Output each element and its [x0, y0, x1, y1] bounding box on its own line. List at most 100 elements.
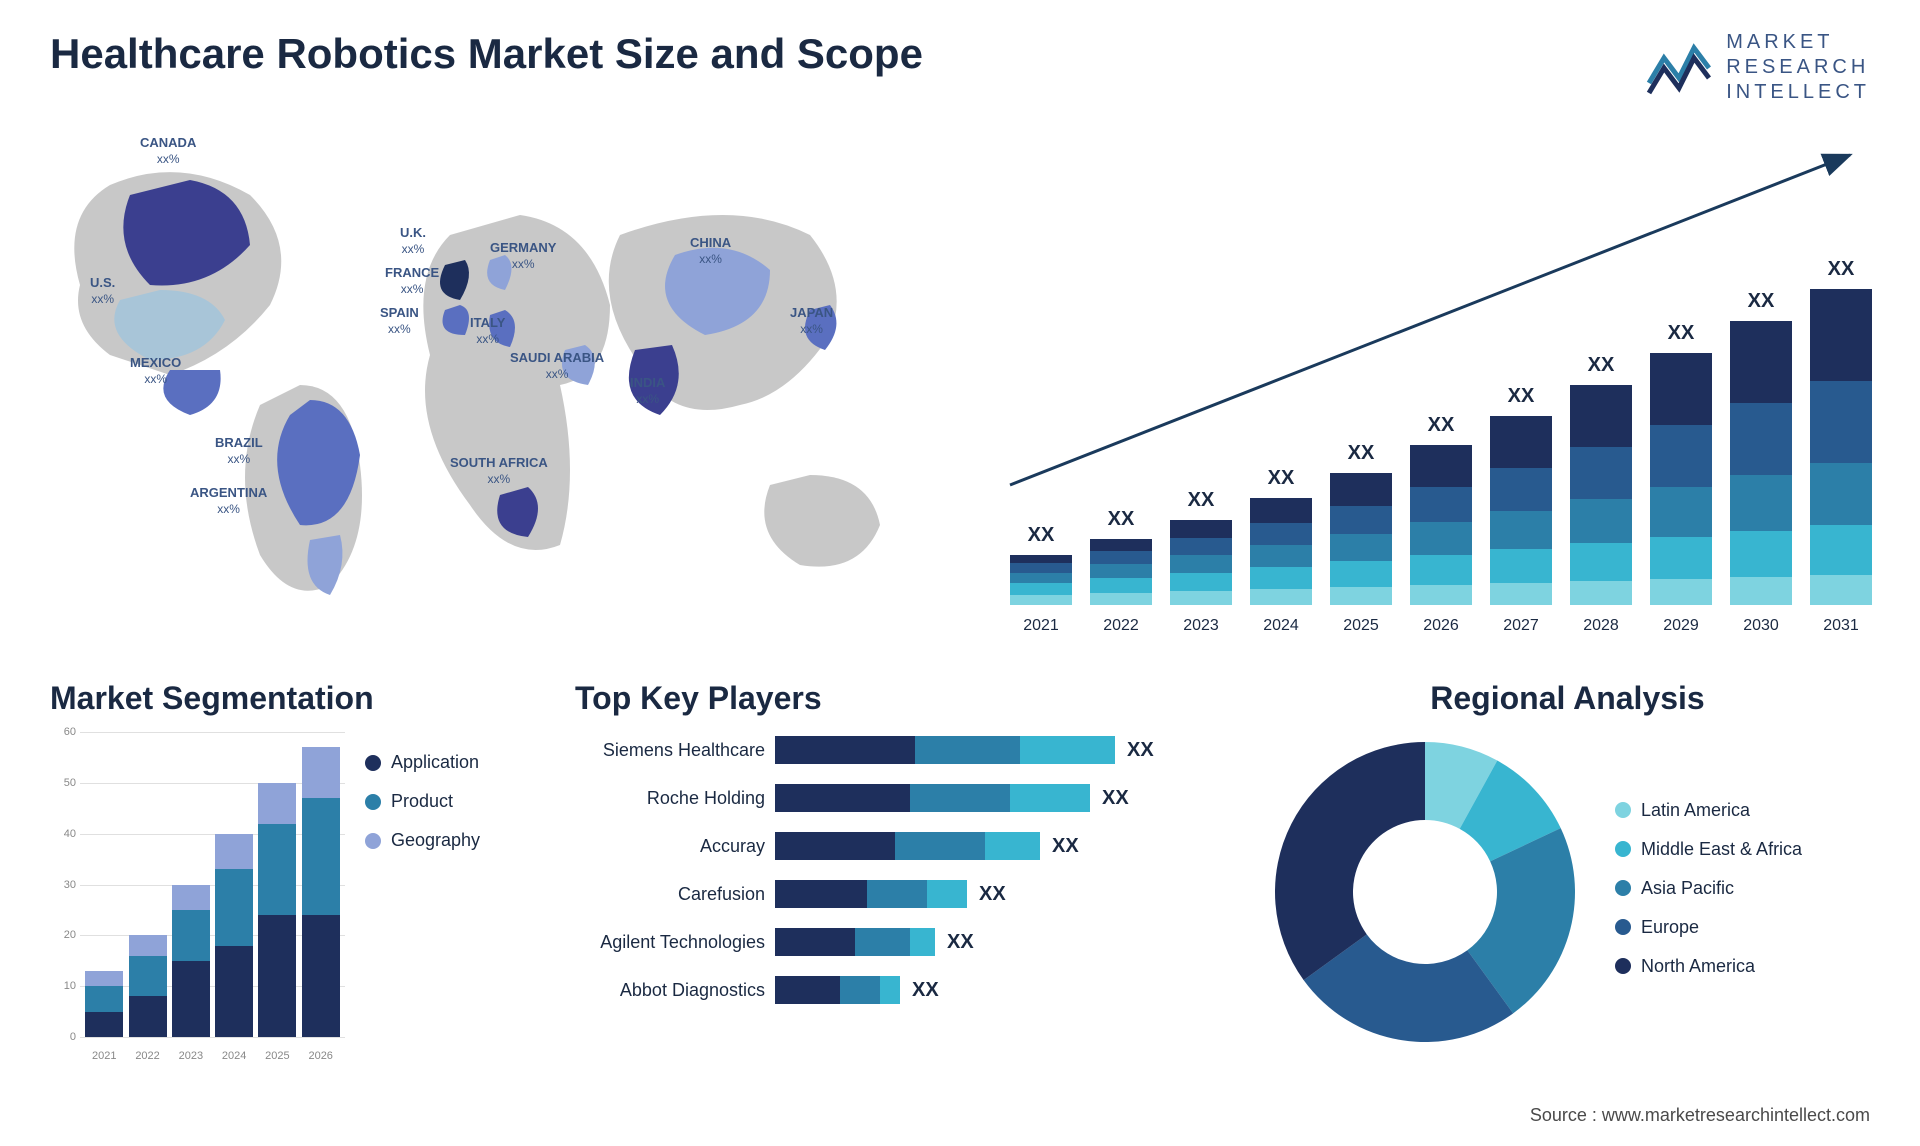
player-bar-segment — [985, 832, 1040, 860]
player-name: Roche Holding — [575, 788, 775, 809]
regional-legend-item: Latin America — [1615, 800, 1802, 821]
player-bar-segment — [867, 880, 927, 908]
player-value: XX — [1102, 787, 1129, 810]
legend-dot-icon — [365, 794, 381, 810]
legend-label: Asia Pacific — [1641, 878, 1734, 899]
logo-line1: MARKET — [1726, 30, 1870, 55]
regional-legend-item: North America — [1615, 956, 1802, 977]
player-bar-segment — [775, 976, 840, 1004]
seg-legend-item: Product — [365, 791, 545, 812]
player-bar — [775, 832, 1040, 860]
map-label-japan: JAPANxx% — [790, 305, 833, 337]
legend-dot-icon — [1615, 958, 1631, 974]
legend-label: Geography — [391, 830, 480, 851]
player-bar-segment — [855, 928, 910, 956]
top-row: CANADAxx% U.S.xx% MEXICOxx% BRAZILxx% ARGENT… — [50, 125, 1870, 645]
segmentation-chart: 0102030405060202120222023202420252026App… — [50, 732, 545, 1062]
seg-xlabel: 2025 — [258, 1050, 296, 1062]
regional-legend-item: Middle East & Africa — [1615, 839, 1802, 860]
player-bar-segment — [910, 928, 935, 956]
player-row: Abbot DiagnosticsXX — [575, 972, 1235, 1008]
player-name: Siemens Healthcare — [575, 740, 775, 761]
legend-label: Application — [391, 752, 479, 773]
legend-label: Product — [391, 791, 453, 812]
map-label-canada: CANADAxx% — [140, 135, 196, 167]
player-bar-segment — [895, 832, 985, 860]
bottom-row: Market Segmentation 01020304050602021202… — [50, 680, 1870, 1100]
segmentation-title: Market Segmentation — [50, 680, 545, 717]
header: Healthcare Robotics Market Size and Scop… — [50, 30, 1870, 105]
map-label-saudi-arabia: SAUDI ARABIAxx% — [510, 350, 604, 382]
seg-xlabel: 2022 — [129, 1050, 167, 1062]
player-bar — [775, 736, 1115, 764]
player-value: XX — [947, 931, 974, 954]
seg-bar-segment — [302, 798, 340, 915]
legend-label: Europe — [1641, 917, 1699, 938]
map-label-france: FRANCExx% — [385, 265, 439, 297]
source-attribution: Source : www.marketresearchintellect.com — [1530, 1105, 1870, 1126]
donut-slice — [1275, 742, 1425, 980]
regional-panel: Regional Analysis Latin America Middle Ea… — [1265, 680, 1870, 1100]
map-label-spain: SPAINxx% — [380, 305, 419, 337]
player-bar — [775, 880, 967, 908]
trend-arrow-icon — [990, 125, 1890, 625]
player-bar-segment — [775, 928, 855, 956]
regional-legend: Latin America Middle East & Africa Asia Pa… — [1615, 800, 1802, 995]
legend-dot-icon — [1615, 841, 1631, 857]
map-label-china: CHINAxx% — [690, 235, 731, 267]
logo-line3: INTELLECT — [1726, 80, 1870, 105]
seg-ytick: 60 — [64, 726, 76, 738]
map-label-india: INDIAxx% — [630, 375, 665, 407]
player-name: Agilent Technologies — [575, 932, 775, 953]
player-row: CarefusionXX — [575, 876, 1235, 912]
player-bar-segment — [775, 832, 895, 860]
map-label-brazil: BRAZILxx% — [215, 435, 263, 467]
map-label-argentina: ARGENTINAxx% — [190, 485, 267, 517]
player-name: Accuray — [575, 836, 775, 857]
players-list: Siemens HealthcareXXRoche HoldingXXAccur… — [575, 732, 1235, 1020]
map-label-u-k-: U.K.xx% — [400, 225, 426, 257]
page-title: Healthcare Robotics Market Size and Scop… — [50, 30, 923, 78]
forecast-bar-chart: 2021XX2022XX2023XX2024XX2025XX2026XX2027… — [990, 125, 1870, 645]
regional-legend-item: Europe — [1615, 917, 1802, 938]
player-bar-segment — [1020, 736, 1115, 764]
map-label-mexico: MEXICOxx% — [130, 355, 181, 387]
key-players-title: Top Key Players — [575, 680, 1235, 717]
player-row: Roche Holding XX — [575, 780, 1235, 816]
world-map — [50, 125, 950, 625]
map-label-italy: ITALYxx% — [470, 315, 505, 347]
map-label-u-s-: U.S.xx% — [90, 275, 115, 307]
player-value: XX — [1127, 739, 1154, 762]
player-row: Accuray XX — [575, 828, 1235, 864]
regional-donut — [1265, 732, 1585, 1052]
seg-bar-segment — [302, 915, 340, 1037]
seg-legend-item: Application — [365, 752, 545, 773]
player-row: Siemens Healthcare XX — [575, 732, 1235, 768]
seg-xlabel: 2026 — [302, 1050, 340, 1062]
player-bar — [775, 928, 935, 956]
seg-bar-segment — [302, 747, 340, 798]
seg-legend: Application Product Geography — [365, 752, 545, 869]
donut-chart — [1265, 732, 1585, 1052]
player-bar-segment — [880, 976, 900, 1004]
seg-xlabel: 2023 — [172, 1050, 210, 1062]
legend-dot-icon — [1615, 880, 1631, 896]
world-map-panel: CANADAxx% U.S.xx% MEXICOxx% BRAZILxx% ARGENT… — [50, 125, 950, 645]
legend-label: Middle East & Africa — [1641, 839, 1802, 860]
player-value: XX — [979, 883, 1006, 906]
regional-title: Regional Analysis — [1265, 680, 1870, 717]
map-label-germany: GERMANYxx% — [490, 240, 556, 272]
regional-legend-item: Asia Pacific — [1615, 878, 1802, 899]
player-value: XX — [1052, 835, 1079, 858]
seg-gridline — [80, 1037, 345, 1038]
key-players-panel: Top Key Players Siemens HealthcareXXRoch… — [575, 680, 1235, 1100]
map-label-south-africa: SOUTH AFRICAxx% — [450, 455, 548, 487]
legend-dot-icon — [365, 755, 381, 771]
player-bar-segment — [775, 736, 915, 764]
legend-dot-icon — [1615, 802, 1631, 818]
player-bar-segment — [775, 880, 867, 908]
player-bar-segment — [927, 880, 967, 908]
seg-xlabel: 2021 — [85, 1050, 123, 1062]
player-bar-segment — [910, 784, 1010, 812]
legend-label: North America — [1641, 956, 1755, 977]
